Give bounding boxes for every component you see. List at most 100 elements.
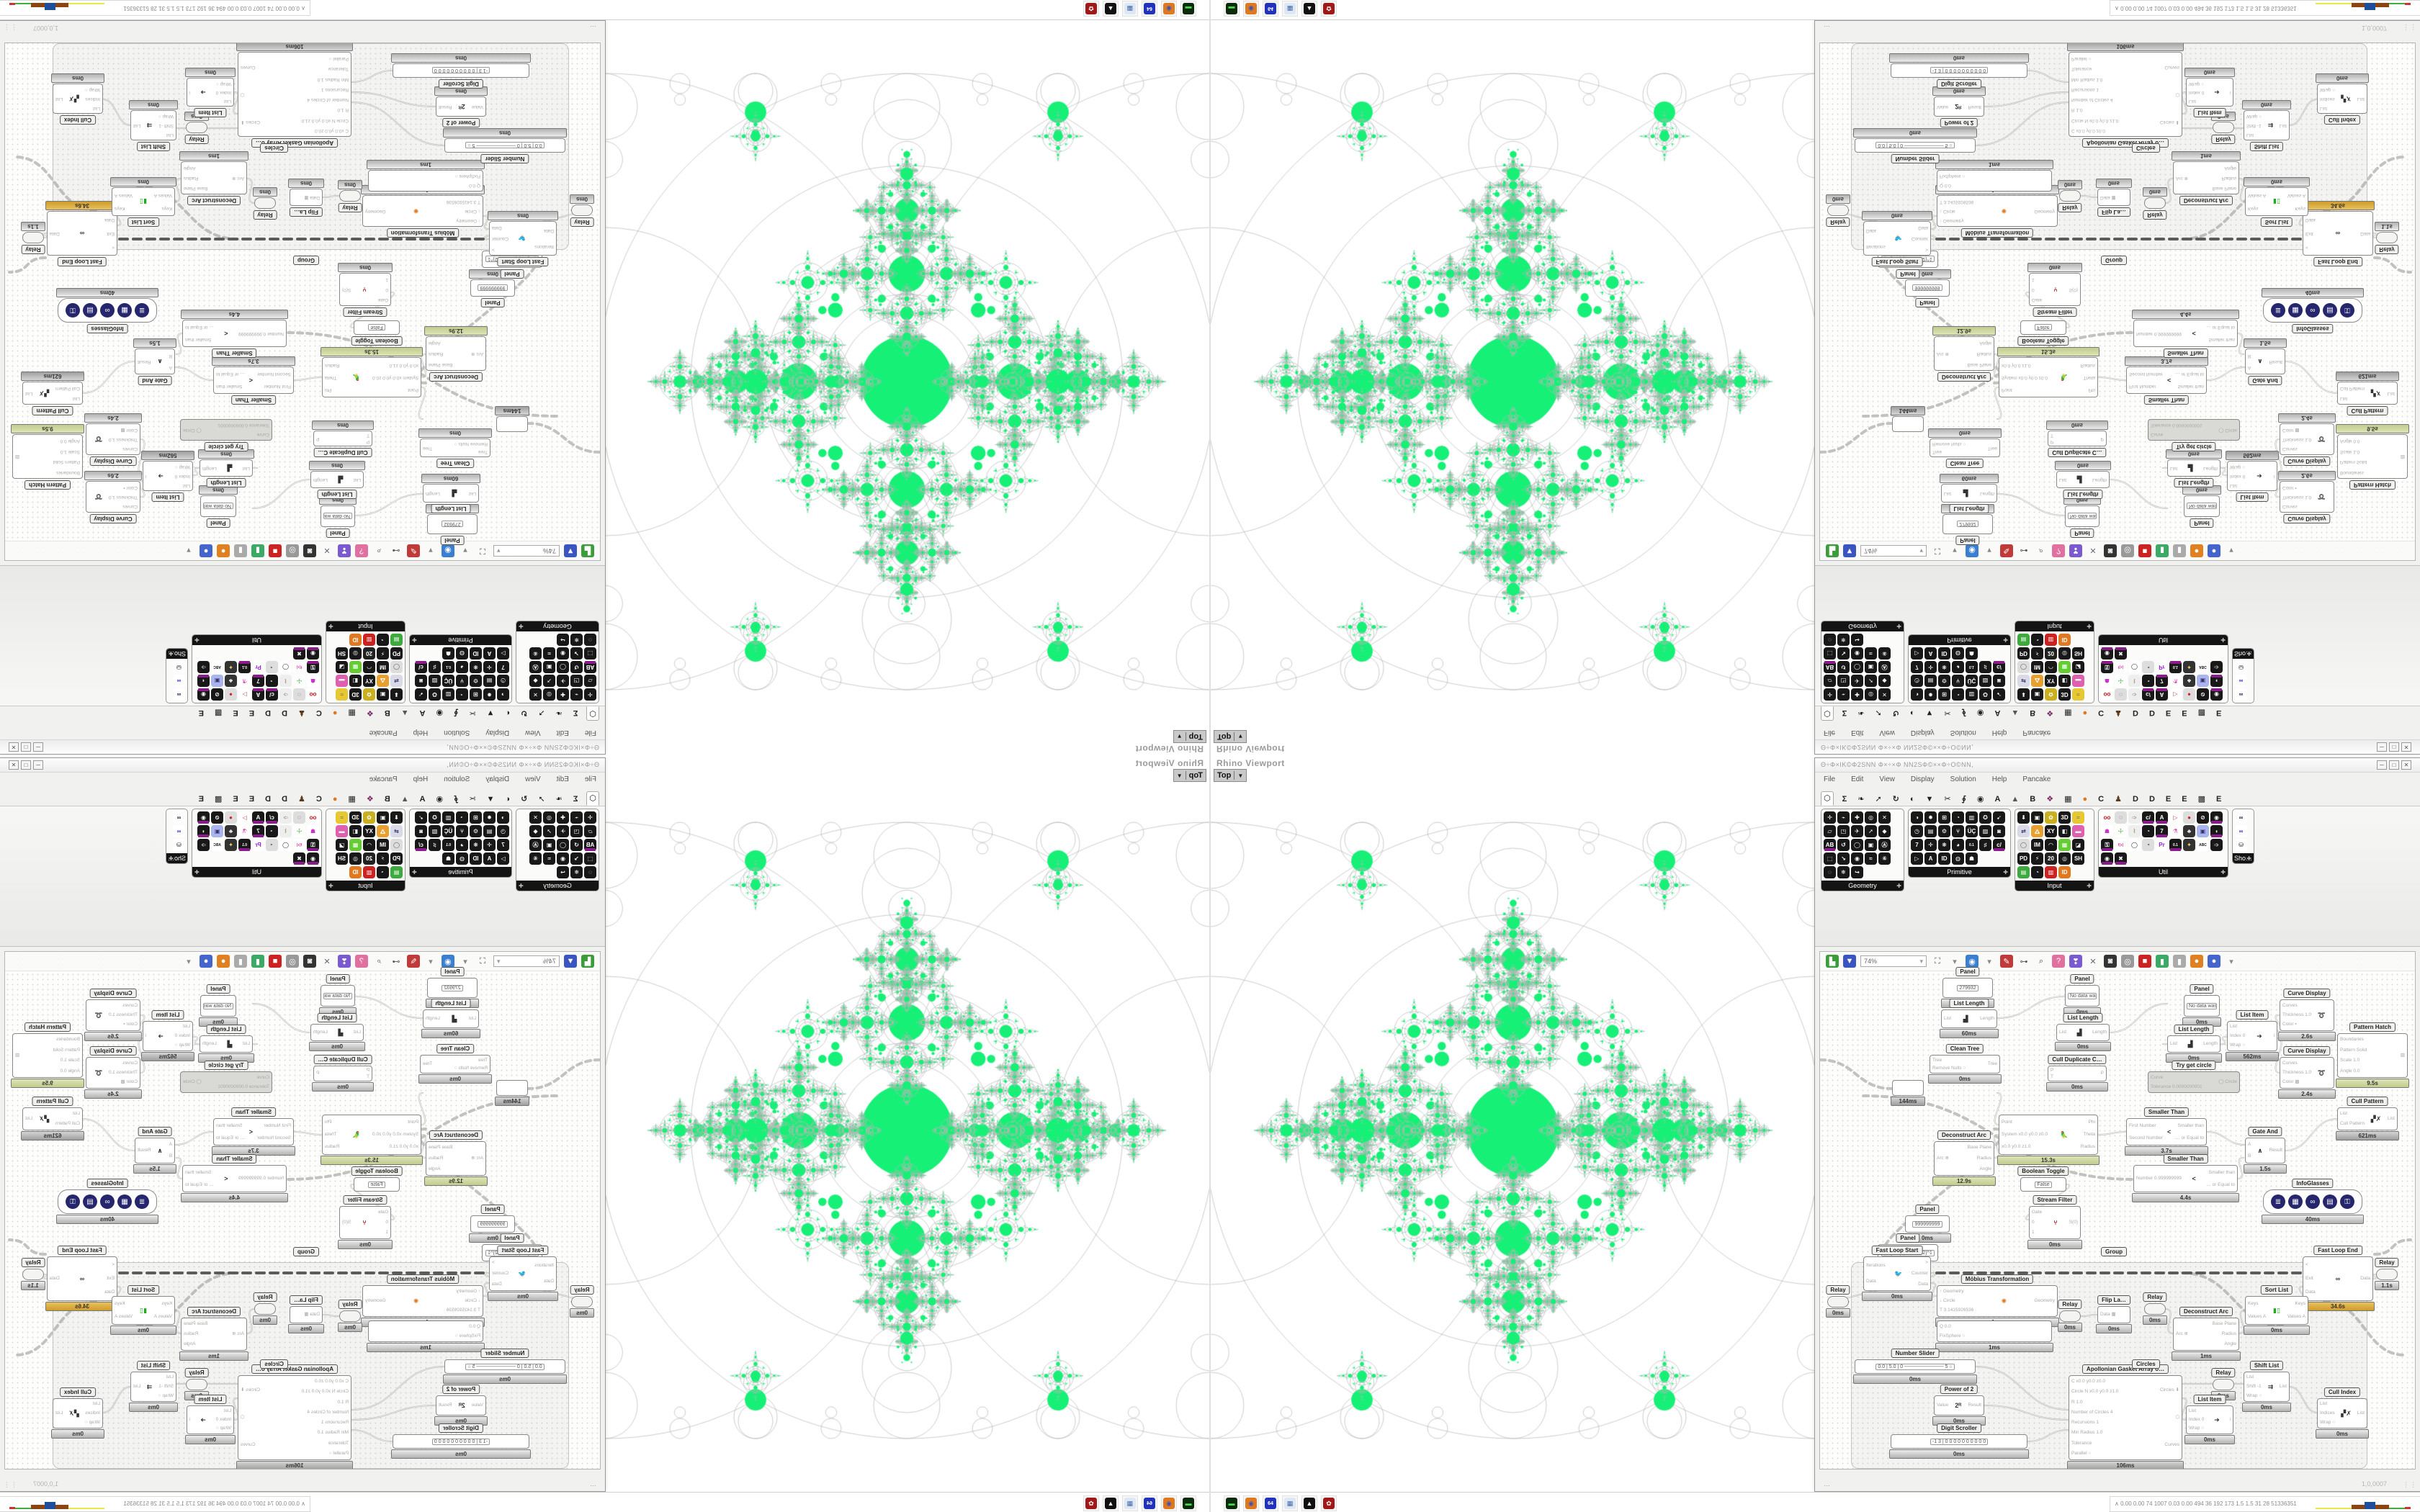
component-icon[interactable]: ➚ — [543, 825, 555, 837]
component-icon[interactable]: ◯ — [2017, 839, 2030, 851]
component-label[interactable]: Clean Tree — [436, 1044, 475, 1053]
gh-component-flip-la-[interactable]: Flip La… Data ▦ 0ms — [288, 1295, 324, 1333]
component-icon[interactable]: ≈ — [2072, 688, 2084, 701]
taskbar-icon-floppy-64[interactable]: 64 — [1263, 1495, 1278, 1511]
component-icon[interactable]: ◷ — [1911, 825, 1923, 837]
component-icon[interactable]: ♯ — [1979, 839, 1991, 851]
gh-component-sort-list[interactable]: Sort List Keys Values A ▮▯ Keys Values A 0ms — [110, 177, 176, 227]
gh-component-power-of-2[interactable]: Power of 2 Value 2ᴿ Result 0ms — [434, 1385, 488, 1426]
menu-edit[interactable]: Edit — [1851, 729, 1864, 737]
component-body[interactable]: Gate 0 1 ⑂ S(0) — [2029, 273, 2081, 306]
component-label[interactable]: Cull Pattern — [32, 1097, 73, 1106]
component-icon[interactable]: ◳ — [1837, 675, 1850, 687]
component-icon[interactable]: ▤ — [483, 825, 496, 837]
gh-component-gate-and[interactable]: Gate And A B ∧ Result 1.5s — [133, 1127, 176, 1174]
toolbar-icon-5[interactable]: ◉ — [1966, 955, 1978, 968]
component-icon[interactable]: ◔ — [1952, 811, 1964, 824]
component-icon[interactable]: ❋ — [1938, 839, 1950, 851]
gh-component-cull-index[interactable]: Cull Index List Indices Wrap ○ ▞✗ List 0ms — [2316, 1387, 2369, 1439]
component-label[interactable]: Smaller Than — [212, 348, 257, 358]
toolbar-icon-15[interactable]: ■ — [269, 544, 282, 557]
component-body[interactable]: Data ▦ — [2097, 189, 2130, 206]
component-icon[interactable]: ✹ — [483, 811, 496, 824]
gh-component-pattern-hatch[interactable]: Pattern Hatch Boundaries Pattern Solid Scal… — [11, 424, 84, 490]
component-icon[interactable]: ▦ — [2058, 661, 2071, 673]
component-body[interactable]: Point System x0.0 y0.0 z0.0 x0.0 y0.0 z1.0… — [1999, 357, 2098, 397]
group-label[interactable]: Group — [2101, 256, 2127, 265]
component-icon[interactable]: A — [252, 811, 264, 824]
taskbar-icon-firefox[interactable]: ◉ — [1243, 1, 1259, 17]
component-label[interactable]: Panel — [440, 536, 465, 545]
component-body[interactable]: 999999999 — [470, 279, 515, 297]
category-tab-8[interactable]: ∮ — [1961, 795, 1966, 804]
gh-component-fast-loop-start[interactable]: Fast Loop Start Iterations Data 🐦 > Counter Da… — [1862, 1246, 1932, 1301]
component-icon[interactable]: ◪ — [2072, 661, 2084, 673]
component-label[interactable]: List Length — [317, 490, 357, 499]
component-icon[interactable]: ≈ — [1865, 852, 1877, 865]
component-label[interactable]: Flip La… — [290, 207, 323, 217]
component-icon[interactable]: 7 — [252, 825, 264, 837]
component-icon[interactable]: ABC — [211, 839, 223, 851]
taskbar-icon-calculator[interactable]: ▦ — [1122, 1, 1138, 17]
component-body[interactable]: ↑ Geometry ↓ Circle T 3.1415926536 ✺ Geometr… — [362, 1285, 483, 1317]
gh-component-gate-and[interactable]: Gate And A B ∧ Result 1.5s — [133, 338, 176, 385]
component-icon[interactable]: ➹ — [415, 811, 427, 824]
component-icon[interactable]: ≈ — [336, 688, 348, 701]
component-icon[interactable]: ↪ — [557, 634, 569, 646]
menu-edit[interactable]: Edit — [556, 729, 569, 737]
component-icon[interactable]: ∞ — [173, 811, 185, 824]
gh-component-apollonian-gasket-array-o-[interactable]: Apollonian Gasket Array o… C x0.0 y0.0 z0… — [236, 42, 353, 148]
component-icon[interactable]: ◪ — [336, 839, 348, 851]
component-body[interactable]: Boundaries Pattern Solid Scale 1.0 Angle 0.… — [2337, 1033, 2408, 1078]
resize-grip[interactable]: ⋮⋮ — [2403, 1481, 2417, 1488]
component-icon[interactable]: ☗ — [307, 675, 319, 687]
gh-component-cull-index[interactable]: Cull Index List Indices Wrap ○ ▞✗ List 0ms — [51, 1387, 104, 1439]
gh-component-curve-display[interactable]: Curve Display Curves Thickness 1.0 Color ▪ ➰… — [2278, 989, 2336, 1041]
palette-expand-button[interactable]: ✚ — [169, 650, 174, 657]
component-icon[interactable]: PD — [390, 647, 403, 660]
component-icon[interactable]: ◉ — [557, 647, 569, 660]
menu-display[interactable]: Display — [485, 775, 510, 783]
component-body[interactable]: List ▟ Length — [310, 471, 364, 488]
gh-component-fast-loop-end[interactable]: Fast Loop End < Exit Data ∞ Data 34.6s — [45, 201, 119, 266]
gh-component-infoglasses[interactable]: InfoGlasses ≣ ▦ ∞ ▤ ⚿ 40ms — [56, 1179, 158, 1224]
category-tab-5[interactable]: ◐ — [505, 795, 511, 804]
component-icon[interactable]: 7 — [252, 675, 264, 687]
toolbar-icon-18[interactable]: ● — [217, 955, 230, 968]
component-icon[interactable]: c/ — [266, 688, 278, 701]
component-icon[interactable]: ◎ — [2058, 852, 2071, 865]
component-body[interactable]: Gate 0 1 ⑂ S(0) — [2029, 1206, 2081, 1239]
component-label[interactable]: List Item — [194, 1395, 227, 1404]
component-body[interactable]: Iterations Data 🐦 > Counter Data — [1863, 1256, 1931, 1291]
component-label[interactable]: List Item — [151, 1010, 184, 1020]
palette-expand-button[interactable]: ✚ — [412, 868, 417, 876]
component-icon[interactable]: ◔ — [456, 811, 468, 824]
component-icon[interactable]: ➹ — [1993, 811, 2005, 824]
toolbar-icon-6[interactable]: ▾ — [429, 546, 433, 555]
gh-component-list-item[interactable]: List Item List Index 0 Wrap ○ ➜ i 0ms — [185, 68, 236, 117]
component-icon[interactable]: ◌ — [1824, 634, 1836, 646]
component-icon[interactable]: ◆ — [1878, 675, 1891, 687]
gh-component-smaller-than[interactable]: Smaller Than First Number Second Number < Sm… — [2125, 356, 2208, 405]
category-tab-1[interactable]: Σ — [573, 708, 578, 717]
component-body[interactable]: No data was — [200, 495, 236, 517]
component-icon[interactable]: 7 — [497, 661, 509, 673]
component-icon[interactable]: ✿ — [2045, 688, 2057, 701]
menu-file[interactable]: File — [584, 729, 596, 737]
component-label[interactable]: Pattern Hatch — [2349, 1022, 2396, 1032]
component-icon[interactable]: ☗ — [1966, 852, 1978, 865]
component-body[interactable]: 0.0 | 5.0 | 0 ─────────── 5 ○ — [1855, 138, 1976, 153]
component-icon[interactable]: ⚗ — [2169, 825, 2182, 837]
component-body[interactable]: Point System x0.0 y0.0 z0.0 x0.0 y0.0 z1.0… — [322, 1115, 421, 1155]
component-icon[interactable]: ◌ — [293, 811, 305, 824]
palette-expand-button[interactable]: ✚ — [1896, 882, 1901, 889]
component-icon[interactable]: ⑥ — [529, 852, 542, 865]
component-body[interactable]: Arc ⊕ Base Plane Radius Angle — [181, 1318, 247, 1351]
component-label[interactable]: Deconstruct Arc — [2179, 196, 2233, 205]
palette-expand-button[interactable]: ✚ — [2087, 882, 2092, 889]
component-body[interactable]: A B ∧ Result — [135, 1138, 175, 1164]
toolbar-icon-13[interactable]: ◙ — [303, 544, 316, 557]
gh-component-curve-display[interactable]: Curve Display Curves Thickness 1.0 Color ▩ ➰… — [2278, 1046, 2336, 1099]
window-minimize-button[interactable]: ─ — [33, 742, 43, 752]
